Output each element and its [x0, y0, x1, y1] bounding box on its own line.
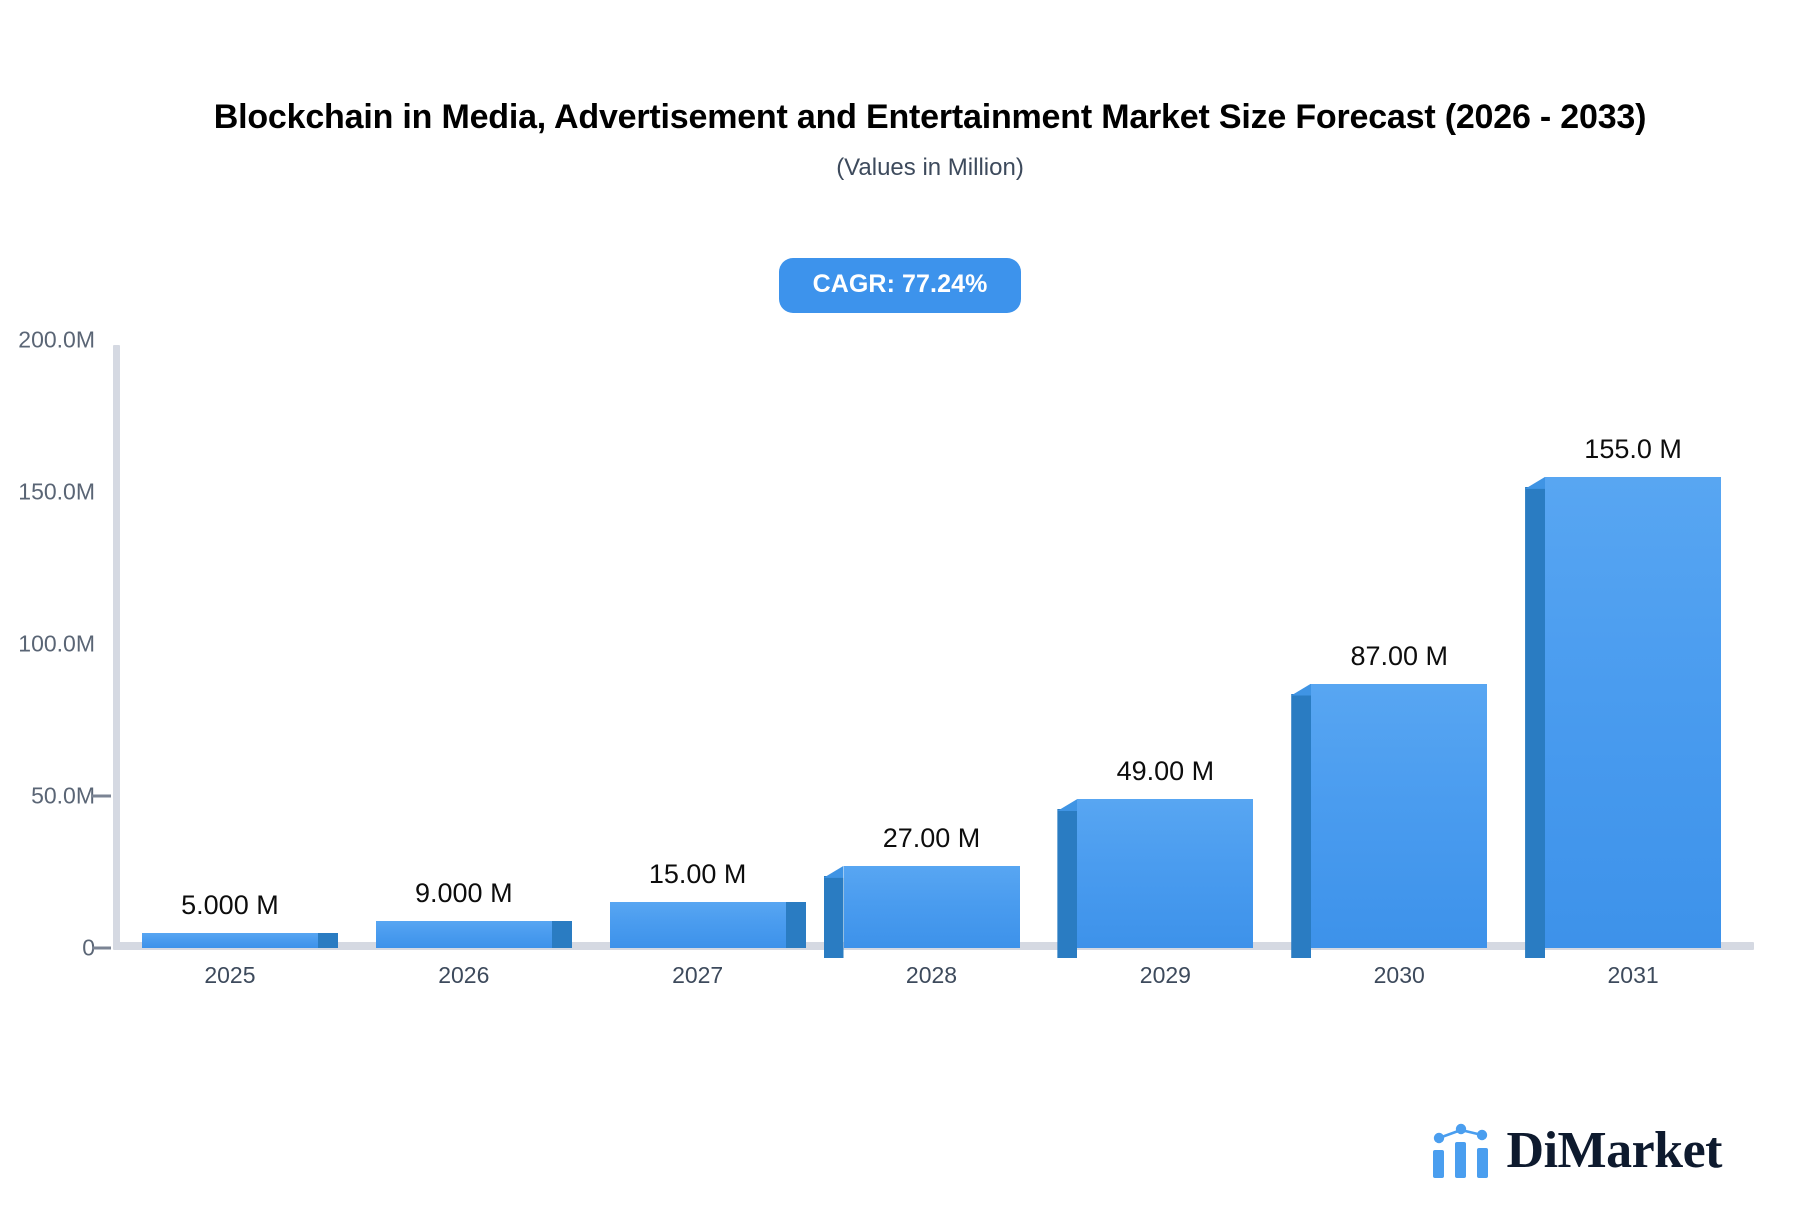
bar-slot: 5.000 M	[113, 340, 347, 948]
bar[interactable]: 49.00 M	[1057, 756, 1254, 958]
y-tick-label: 50.0M	[31, 782, 95, 809]
bar-value-label: 5.000 M	[181, 889, 279, 920]
bar-side-panel	[317, 932, 338, 948]
bar-value-label: 27.00 M	[882, 822, 981, 853]
brand-logo-text: DiMarket	[1506, 1122, 1723, 1179]
bar-value-label: 9.000 M	[415, 877, 513, 908]
x-tick-label: 2025	[204, 962, 256, 988]
bar-face	[609, 902, 786, 948]
brand-logo: DiMarket	[1431, 1122, 1723, 1180]
x-tick-label: 2026	[438, 962, 490, 988]
bar-side-panel	[785, 902, 806, 948]
bar-side-cap	[1525, 476, 1546, 489]
x-tick-label: 2027	[672, 962, 724, 988]
bar-slot: 15.00 M	[581, 340, 815, 948]
bar-side-panel	[1525, 486, 1546, 958]
bar-slot: 27.00 M	[815, 340, 1049, 958]
bar[interactable]: 155.0 M	[1525, 434, 1722, 958]
y-tick-label: 200.0M	[18, 326, 95, 353]
chart-title: Blockchain in Media, Advertisement and E…	[213, 98, 1647, 136]
cagr-badge-container: CAGR: 77.24%	[0, 258, 1800, 313]
chart-header: Blockchain in Media, Advertisement and E…	[110, 95, 1750, 182]
bar-side-panel	[1057, 809, 1078, 958]
y-tick-mark	[92, 794, 111, 798]
y-tick-label: 100.0M	[18, 630, 95, 657]
x-tick-label: 2030	[1373, 962, 1425, 988]
bar-side-panel	[551, 920, 572, 948]
bar-series: 5.000 M 9.000 M 15.00 M 27.00 M 49.00 M 87.00…	[113, 340, 1750, 958]
bar-face	[1311, 683, 1488, 948]
y-tick-label: 150.0M	[18, 478, 95, 505]
bar-value-label: 15.00 M	[648, 859, 747, 890]
bar[interactable]: 5.000 M	[141, 890, 338, 948]
y-tick-label: 0	[82, 934, 95, 961]
x-tick-label: 2028	[905, 962, 958, 988]
bar-chart-icon	[1432, 1123, 1488, 1178]
bar-face	[375, 920, 552, 948]
bar-slot: 155.0 M	[1516, 340, 1750, 958]
bar-value-label: 155.0 M	[1584, 433, 1682, 464]
bar[interactable]: 15.00 M	[609, 859, 806, 948]
cagr-badge: CAGR: 77.24%	[778, 258, 1022, 313]
bar-face	[1077, 799, 1254, 948]
y-tick-mark	[92, 946, 111, 950]
bar-slot: 9.000 M	[347, 340, 581, 948]
x-axis-labels: 2025 2026 2027 2028 2029 2030 2031	[113, 962, 1750, 989]
bar[interactable]: 9.000 M	[375, 878, 572, 948]
chart-subtitle: (Values in Million)	[836, 154, 1024, 182]
plot-area: 0 50.0M 100.0M 150.0M 200.0M 5.000 M 9.000 M 1…	[18, 327, 1754, 961]
x-tick-label: 2031	[1607, 962, 1659, 988]
bar-side-cap	[1057, 799, 1078, 812]
bar-face	[141, 932, 318, 948]
bar-value-label: 87.00 M	[1350, 640, 1448, 671]
bar-face	[843, 865, 1020, 948]
bar-slot: 49.00 M	[1048, 340, 1282, 958]
x-tick-label: 2029	[1139, 962, 1191, 988]
bar-side-cap	[1291, 683, 1312, 696]
bar-side-panel	[823, 875, 844, 958]
bar[interactable]: 27.00 M	[823, 823, 1020, 958]
bar-side-cap	[823, 865, 844, 878]
bar[interactable]: 87.00 M	[1291, 641, 1488, 958]
bar-slot: 87.00 M	[1282, 340, 1516, 958]
y-axis-line	[113, 345, 120, 944]
bar-side-panel	[1291, 693, 1312, 958]
bar-value-label: 49.00 M	[1116, 756, 1215, 787]
bar-face	[1545, 476, 1722, 948]
